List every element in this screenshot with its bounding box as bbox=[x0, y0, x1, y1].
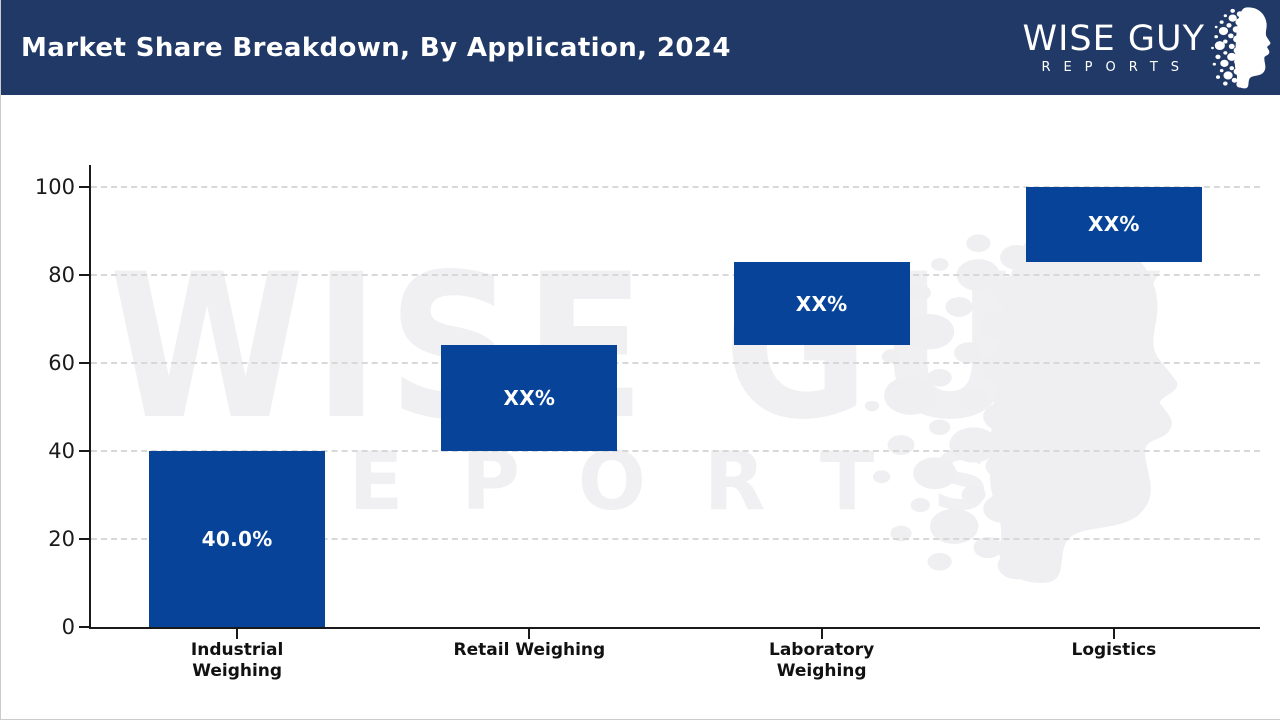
category-label-3: Logistics bbox=[1071, 640, 1157, 660]
page-title: Market Share Breakdown, By Application, … bbox=[21, 32, 731, 63]
bar-value-label: XX% bbox=[1087, 212, 1140, 237]
category-label-2: Laboratory Weighing bbox=[768, 640, 875, 682]
bar-retail-weighing: XX% bbox=[441, 345, 618, 451]
y-tick-label-20: 20 bbox=[48, 527, 75, 551]
watermark-subtext: REPORTS bbox=[229, 435, 1049, 528]
category-label-1: Retail Weighing bbox=[453, 640, 606, 660]
gridline-20 bbox=[91, 538, 1260, 540]
y-axis-tick-60 bbox=[79, 362, 89, 364]
bar-value-label: 40.0% bbox=[201, 527, 273, 551]
y-axis-tick-40 bbox=[79, 450, 89, 452]
bar-industrial-weighing: 40.0% bbox=[149, 451, 326, 627]
bar-logistics: XX% bbox=[1025, 187, 1202, 262]
y-axis-tick-80 bbox=[79, 274, 89, 276]
gridline-60 bbox=[91, 362, 1260, 364]
logo-primary-text: WISE GUY bbox=[1022, 19, 1205, 60]
bar-value-label: XX% bbox=[503, 386, 556, 411]
face-profile-icon bbox=[1211, 7, 1271, 89]
y-axis-tick-100 bbox=[79, 186, 89, 188]
bar-laboratory-weighing: XX% bbox=[733, 261, 910, 346]
x-axis-tick-3 bbox=[1112, 629, 1115, 639]
y-tick-label-80: 80 bbox=[48, 263, 75, 287]
logo-secondary-text: REPORTS bbox=[1041, 59, 1193, 75]
category-label-0: Industrial Weighing bbox=[190, 640, 284, 682]
y-axis-tick-0 bbox=[79, 626, 89, 628]
header-band: Market Share Breakdown, By Application, … bbox=[1, 0, 1280, 95]
y-axis-tick-20 bbox=[79, 538, 89, 540]
gridline-80 bbox=[91, 274, 1260, 276]
x-axis-tick-1 bbox=[528, 629, 531, 639]
y-tick-label-100: 100 bbox=[34, 175, 75, 199]
y-tick-label-60: 60 bbox=[48, 351, 75, 375]
wiseguy-logo: WISE GUY REPORTS bbox=[1022, 4, 1273, 92]
logo-wordmark: WISE GUY REPORTS bbox=[1022, 21, 1205, 75]
plot-area: 0 20 40 60 80 100 40.0% Industrial Weighing XX% R… bbox=[35, 165, 1260, 681]
y-tick-label-40: 40 bbox=[48, 439, 75, 463]
bar-value-label: XX% bbox=[795, 291, 848, 316]
x-axis-tick-2 bbox=[820, 629, 823, 639]
x-axis-tick-0 bbox=[236, 629, 239, 639]
y-tick-label-0: 0 bbox=[61, 615, 75, 639]
gridline-40 bbox=[91, 450, 1260, 452]
gridline-100 bbox=[91, 186, 1260, 188]
